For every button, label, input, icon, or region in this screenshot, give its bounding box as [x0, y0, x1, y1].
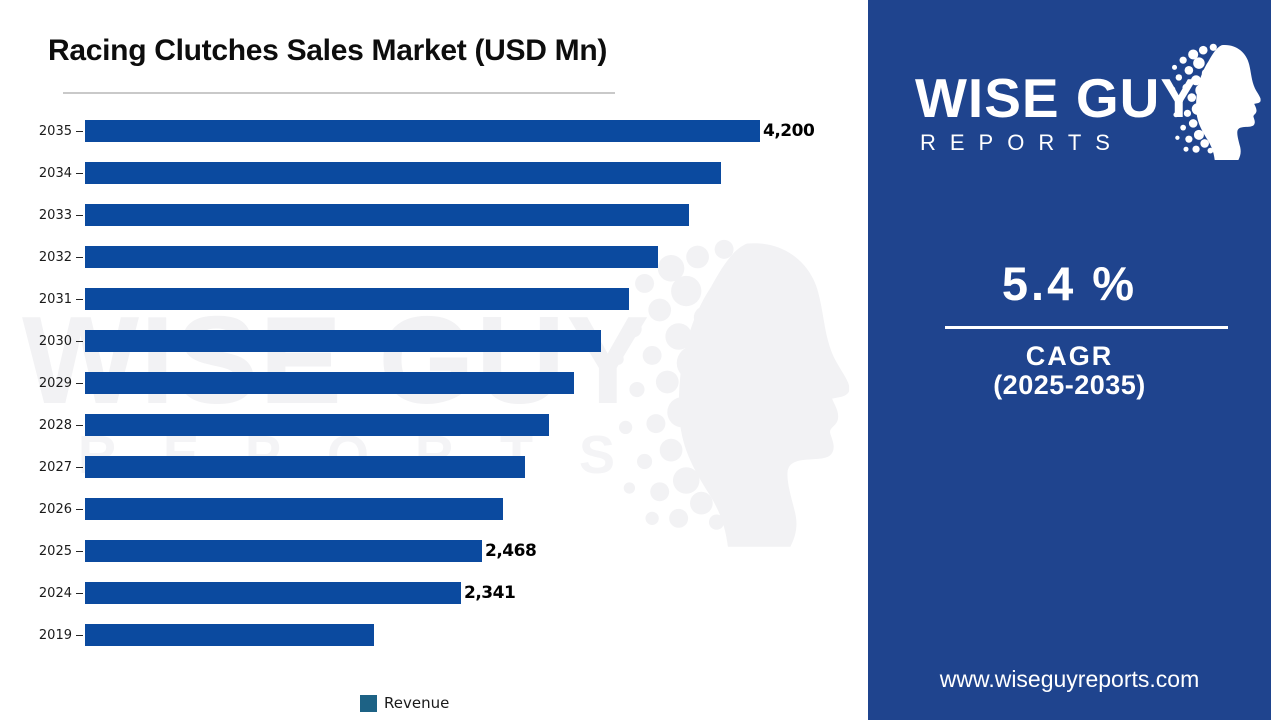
revenue-bar	[85, 162, 721, 184]
legend-label: Revenue	[384, 694, 450, 712]
revenue-bar	[85, 582, 461, 604]
legend-swatch-icon	[360, 694, 377, 712]
y-axis-label: 2019	[38, 627, 72, 643]
bar-row: 2033	[0, 194, 868, 236]
bar-row: 2026	[0, 488, 868, 530]
brand-panel: WISE GUY REPORTS 5.4 % CAGR (2025-2035) …	[868, 0, 1271, 720]
bar-row: 2035 4,200	[0, 110, 868, 152]
revenue-bar	[85, 204, 689, 226]
cagr-divider	[945, 326, 1228, 329]
y-axis-tick-icon	[76, 424, 83, 426]
logo-reports-text: REPORTS	[920, 130, 1124, 155]
y-axis-tick-icon	[76, 172, 83, 174]
cagr-range: (2025-2035)	[993, 370, 1146, 400]
bar-row: 2034	[0, 152, 868, 194]
revenue-bar	[85, 540, 482, 562]
revenue-bar	[85, 414, 549, 436]
bar-row: 2029	[0, 362, 868, 404]
y-axis-tick-icon	[76, 256, 83, 258]
revenue-bar	[85, 456, 525, 478]
y-axis-tick-icon	[76, 214, 83, 216]
revenue-bar	[85, 288, 629, 310]
y-axis-tick-icon	[76, 340, 83, 342]
bar-row: 2024 2,341	[0, 572, 868, 614]
y-axis-tick-icon	[76, 634, 83, 636]
logo-wordmark: WISE GUY	[915, 67, 1199, 129]
revenue-bar	[85, 372, 574, 394]
bar-value-label: 2,468	[485, 541, 537, 561]
y-axis-label: 2030	[38, 333, 72, 349]
chart-title: Racing Clutches Sales Market (USD Mn)	[48, 34, 608, 67]
y-axis-label: 2032	[38, 249, 72, 265]
plot-area: 2035 4,200 2034 2033 2032 2031 2030 2029 2028 202…	[0, 110, 868, 656]
y-axis-tick-icon	[76, 298, 83, 300]
y-axis-label: 2035	[38, 123, 72, 139]
chart-section: WISE GUY REPORTS Racing Clutches Sales M…	[0, 34, 868, 712]
y-axis-tick-icon	[76, 466, 83, 468]
y-axis-label: 2027	[38, 459, 72, 475]
bar-row: 2019	[0, 614, 868, 656]
watermark-wordmark: WISE GUY	[22, 292, 651, 430]
revenue-bar	[85, 330, 601, 352]
y-axis-label: 2024	[38, 585, 72, 601]
bar-row: 2025 2,468	[0, 530, 868, 572]
cagr-value: 5.4 %	[1001, 257, 1138, 310]
logo: WISE GUY REPORTS	[868, 40, 1271, 170]
y-axis-label: 2028	[38, 417, 72, 433]
revenue-bar	[85, 246, 658, 268]
website-url: www.wiseguyreports.com	[939, 666, 1200, 692]
y-axis-label: 2034	[38, 165, 72, 181]
y-axis-tick-icon	[76, 130, 83, 132]
bar-row: 2030	[0, 320, 868, 362]
y-axis-label: 2033	[38, 207, 72, 223]
y-axis-label: 2029	[38, 375, 72, 391]
legend: Revenue	[360, 694, 449, 712]
bar-row: 2031	[0, 278, 868, 320]
bar-row: 2032	[0, 236, 868, 278]
y-axis-label: 2031	[38, 291, 72, 307]
bar-value-label: 4,200	[763, 121, 815, 141]
bar-row: 2028	[0, 404, 868, 446]
cagr-label: CAGR	[1025, 341, 1114, 371]
y-axis-label: 2025	[38, 543, 72, 559]
title-divider	[63, 92, 615, 94]
y-axis-tick-icon	[76, 382, 83, 384]
y-axis-label: 2026	[38, 501, 72, 517]
logo-head-profile-icon	[1165, 43, 1263, 165]
y-axis-tick-icon	[76, 592, 83, 594]
bar-row: 2027	[0, 446, 868, 488]
y-axis-tick-icon	[76, 550, 83, 552]
revenue-bar	[85, 498, 503, 520]
revenue-bar	[85, 120, 760, 142]
y-axis-tick-icon	[76, 508, 83, 510]
revenue-bar	[85, 624, 374, 646]
bar-value-label: 2,341	[464, 583, 516, 603]
